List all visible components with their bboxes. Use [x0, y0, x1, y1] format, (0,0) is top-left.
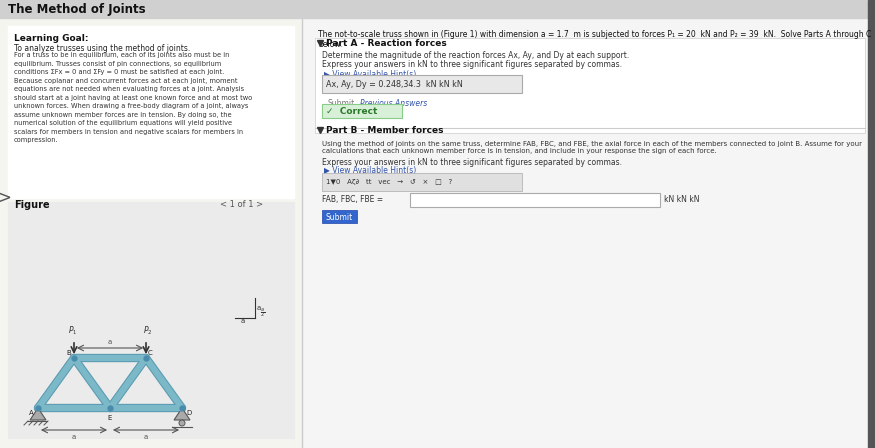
Text: a: a [241, 318, 245, 324]
Bar [322, 210, 357, 223]
Text: Figure: Figure [14, 200, 50, 210]
Polygon shape [174, 408, 190, 420]
Text: a: a [72, 434, 76, 440]
Text: Previous Answers: Previous Answers [360, 99, 427, 108]
Text: a: a [257, 305, 262, 311]
Text: Part B - Member forces: Part B - Member forces [326, 125, 444, 134]
Bar [410, 193, 660, 207]
Polygon shape [30, 408, 46, 420]
Text: ✓  Correct: ✓ Correct [326, 107, 377, 116]
Text: a: a [108, 339, 112, 345]
Bar [0, 0, 875, 18]
Text: Submit: Submit [328, 99, 355, 108]
Text: ▶ View Available Hint(s): ▶ View Available Hint(s) [324, 166, 416, 175]
Bar [868, 0, 875, 448]
Text: Submit: Submit [326, 212, 353, 221]
Text: a: a [144, 434, 148, 440]
Text: $P_1$: $P_1$ [68, 324, 78, 337]
Text: D: D [186, 410, 192, 416]
Bar [302, 18, 868, 448]
Text: < 1 of 1 >: < 1 of 1 > [220, 200, 263, 209]
Bar [322, 75, 522, 93]
Text: The not-to-scale truss shown in (Figure 1) with dimension a = 1.7  m is subjecte: The not-to-scale truss shown in (Figure … [318, 30, 872, 49]
Text: 1▼0   Aζ∂   tt   vec   →   ↺   ×   □   ?: 1▼0 Aζ∂ tt vec → ↺ × □ ? [326, 179, 452, 185]
Text: For a truss to be in equilibrium, each of its joints also must be in
equilibrium: For a truss to be in equilibrium, each o… [14, 52, 252, 143]
Circle shape [179, 420, 185, 426]
Text: Express your answers in kN to three significant figures separated by commas.: Express your answers in kN to three sign… [322, 158, 622, 167]
Bar [315, 38, 865, 133]
Text: B: B [66, 350, 72, 356]
Text: FAB, FBC, FBE =: FAB, FBC, FBE = [322, 194, 383, 203]
Text: ▶ View Available Hint(s): ▶ View Available Hint(s) [324, 70, 416, 79]
Bar [322, 173, 522, 191]
Bar [322, 104, 402, 118]
Text: Learning Goal:: Learning Goal: [14, 34, 88, 43]
Text: Determine the magnitude of the reaction forces Ax, Ay, and Dy at each support.: Determine the magnitude of the reaction … [322, 51, 629, 60]
Text: >: > [0, 189, 11, 207]
Text: To analyze trusses using the method of joints.: To analyze trusses using the method of j… [14, 44, 190, 53]
Text: Ax, Ay, Dy = 0.248,34.3  kN kN kN: Ax, Ay, Dy = 0.248,34.3 kN kN kN [326, 79, 463, 89]
Bar [8, 202, 294, 438]
Text: C: C [148, 350, 152, 356]
Text: $P_2$: $P_2$ [144, 324, 153, 337]
Bar [8, 26, 294, 198]
Text: Using the method of joints on the same truss, determine FAB, FBC, and FBE, the a: Using the method of joints on the same t… [322, 141, 862, 154]
Text: Part A - Reaction forces: Part A - Reaction forces [326, 39, 447, 47]
Text: kN kN kN: kN kN kN [664, 194, 699, 203]
Text: E: E [108, 415, 112, 421]
Text: $\frac{a}{2}$: $\frac{a}{2}$ [260, 306, 265, 319]
Text: A: A [29, 410, 33, 416]
Text: Express your answers in kN to three significant figures separated by commas.: Express your answers in kN to three sign… [322, 60, 622, 69]
Text: The Method of Joints: The Method of Joints [8, 3, 145, 16]
Bar [0, 18, 302, 448]
